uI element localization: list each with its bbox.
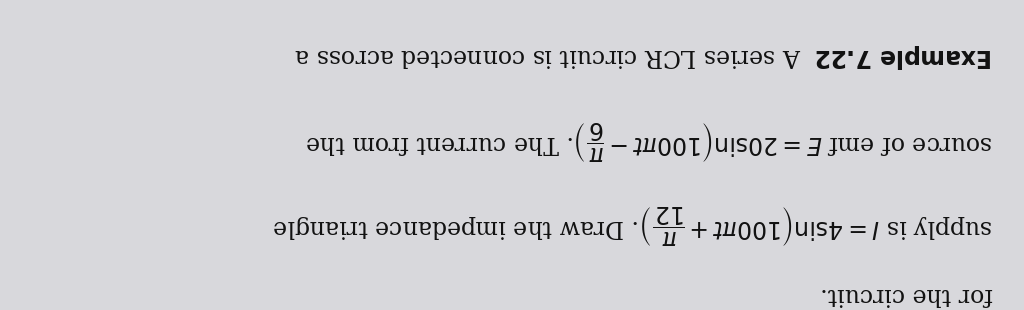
- Text: for the circuit.: for the circuit.: [820, 283, 993, 306]
- Text: source of emf $E = 20\sin\!\left(100\pi t - \dfrac{\pi}{6}\right)$. The current : source of emf $E = 20\sin\!\left(100\pi …: [306, 118, 993, 161]
- Text: $\bf{Example\ 7.22}$  A series LCR circuit is connected across a: $\bf{Example\ 7.22}$ A series LCR circui…: [295, 42, 993, 70]
- Text: supply is $I = 4\sin\!\left(100\pi t + \dfrac{\pi}{12}\right)$. Draw the impedan: supply is $I = 4\sin\!\left(100\pi t + \…: [273, 202, 993, 245]
